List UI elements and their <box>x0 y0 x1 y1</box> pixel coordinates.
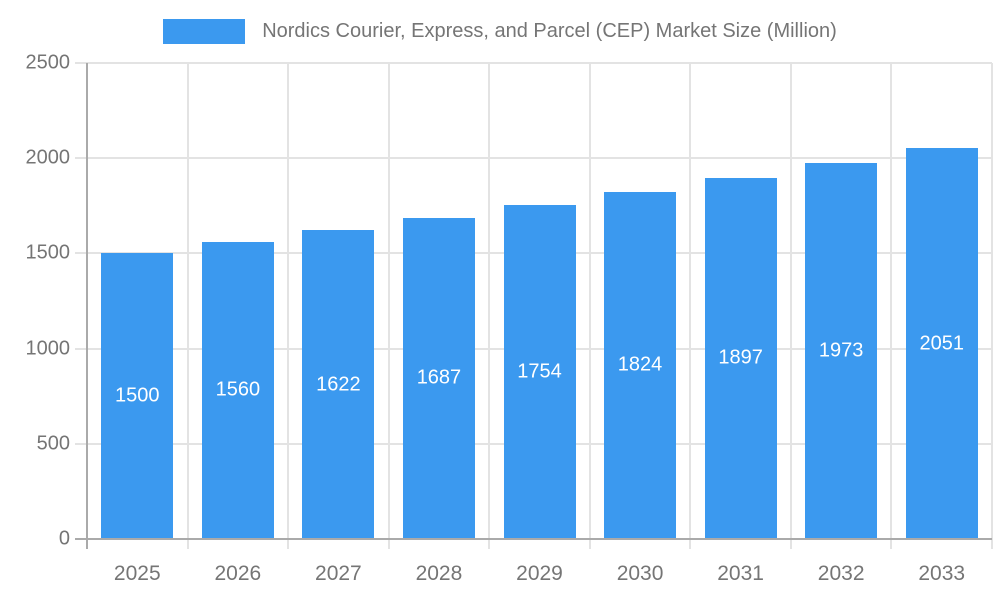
legend[interactable]: Nordics Courier, Express, and Parcel (CE… <box>0 19 1000 44</box>
gridline-vertical <box>991 63 993 549</box>
gridline-vertical <box>186 63 189 549</box>
bar-value-label: 2051 <box>919 332 964 355</box>
y-axis-tick-label: 2500 <box>25 51 71 74</box>
gridline-horizontal <box>87 157 992 160</box>
bar[interactable] <box>704 177 777 539</box>
y-axis-tick <box>75 347 87 350</box>
y-axis-tick-label: 0 <box>58 527 70 550</box>
y-axis-line <box>86 63 88 549</box>
bar-value-label: 1560 <box>215 378 261 401</box>
x-axis-tick-label: 2030 <box>616 562 664 585</box>
bar-value-label: 1687 <box>416 366 462 389</box>
gridline-vertical <box>789 63 792 549</box>
bar[interactable] <box>101 253 174 539</box>
plot-area: 1500 1560 1622 1687 1754 1824 1897 1973 2051 <box>75 62 993 549</box>
y-axis-tick-label: 500 <box>36 432 70 455</box>
y-axis-tick <box>75 157 87 160</box>
bar[interactable] <box>302 230 375 539</box>
x-axis-tick-label: 2029 <box>516 562 563 585</box>
y-axis-tick-label: 1000 <box>25 337 71 360</box>
x-axis-tick-label: 2031 <box>717 562 764 585</box>
gridline-vertical <box>588 63 591 549</box>
gridline-vertical <box>689 63 692 549</box>
gridline-vertical <box>387 63 390 549</box>
bar[interactable] <box>604 191 677 539</box>
x-axis-tick-label: 2032 <box>817 562 865 585</box>
gridline-vertical <box>488 63 491 549</box>
y-axis-tick-label: 2000 <box>25 146 71 169</box>
x-axis-line <box>75 538 992 540</box>
legend-label: Nordics Courier, Express, and Parcel (CE… <box>262 20 837 42</box>
bar[interactable] <box>805 163 878 539</box>
bar[interactable] <box>905 148 978 539</box>
bar-value-label: 1897 <box>718 346 763 369</box>
bar[interactable] <box>402 217 475 539</box>
bar-value-label: 1500 <box>115 384 160 407</box>
y-axis-tick <box>75 442 87 445</box>
y-axis-tick <box>75 62 87 64</box>
x-axis-tick-label: 2028 <box>415 562 463 585</box>
gridline-vertical <box>890 63 893 549</box>
bar[interactable] <box>201 241 274 539</box>
bar-value-label: 1824 <box>617 353 663 376</box>
bar-value-label: 1973 <box>818 339 864 362</box>
bar-value-label: 1754 <box>517 360 562 383</box>
bar-value-label: 1622 <box>316 373 361 396</box>
gridline-vertical <box>287 63 290 549</box>
gridline-horizontal <box>87 62 992 64</box>
x-axis-tick-label: 2033 <box>918 562 966 585</box>
y-axis-tick <box>75 252 87 255</box>
x-axis-tick-label: 2025 <box>113 562 161 585</box>
x-axis-tick-label: 2026 <box>214 562 262 585</box>
legend-swatch-icon <box>163 19 246 44</box>
bar[interactable] <box>503 205 576 539</box>
x-axis-tick-label: 2027 <box>315 562 362 585</box>
y-axis-tick-label: 1500 <box>25 241 71 264</box>
